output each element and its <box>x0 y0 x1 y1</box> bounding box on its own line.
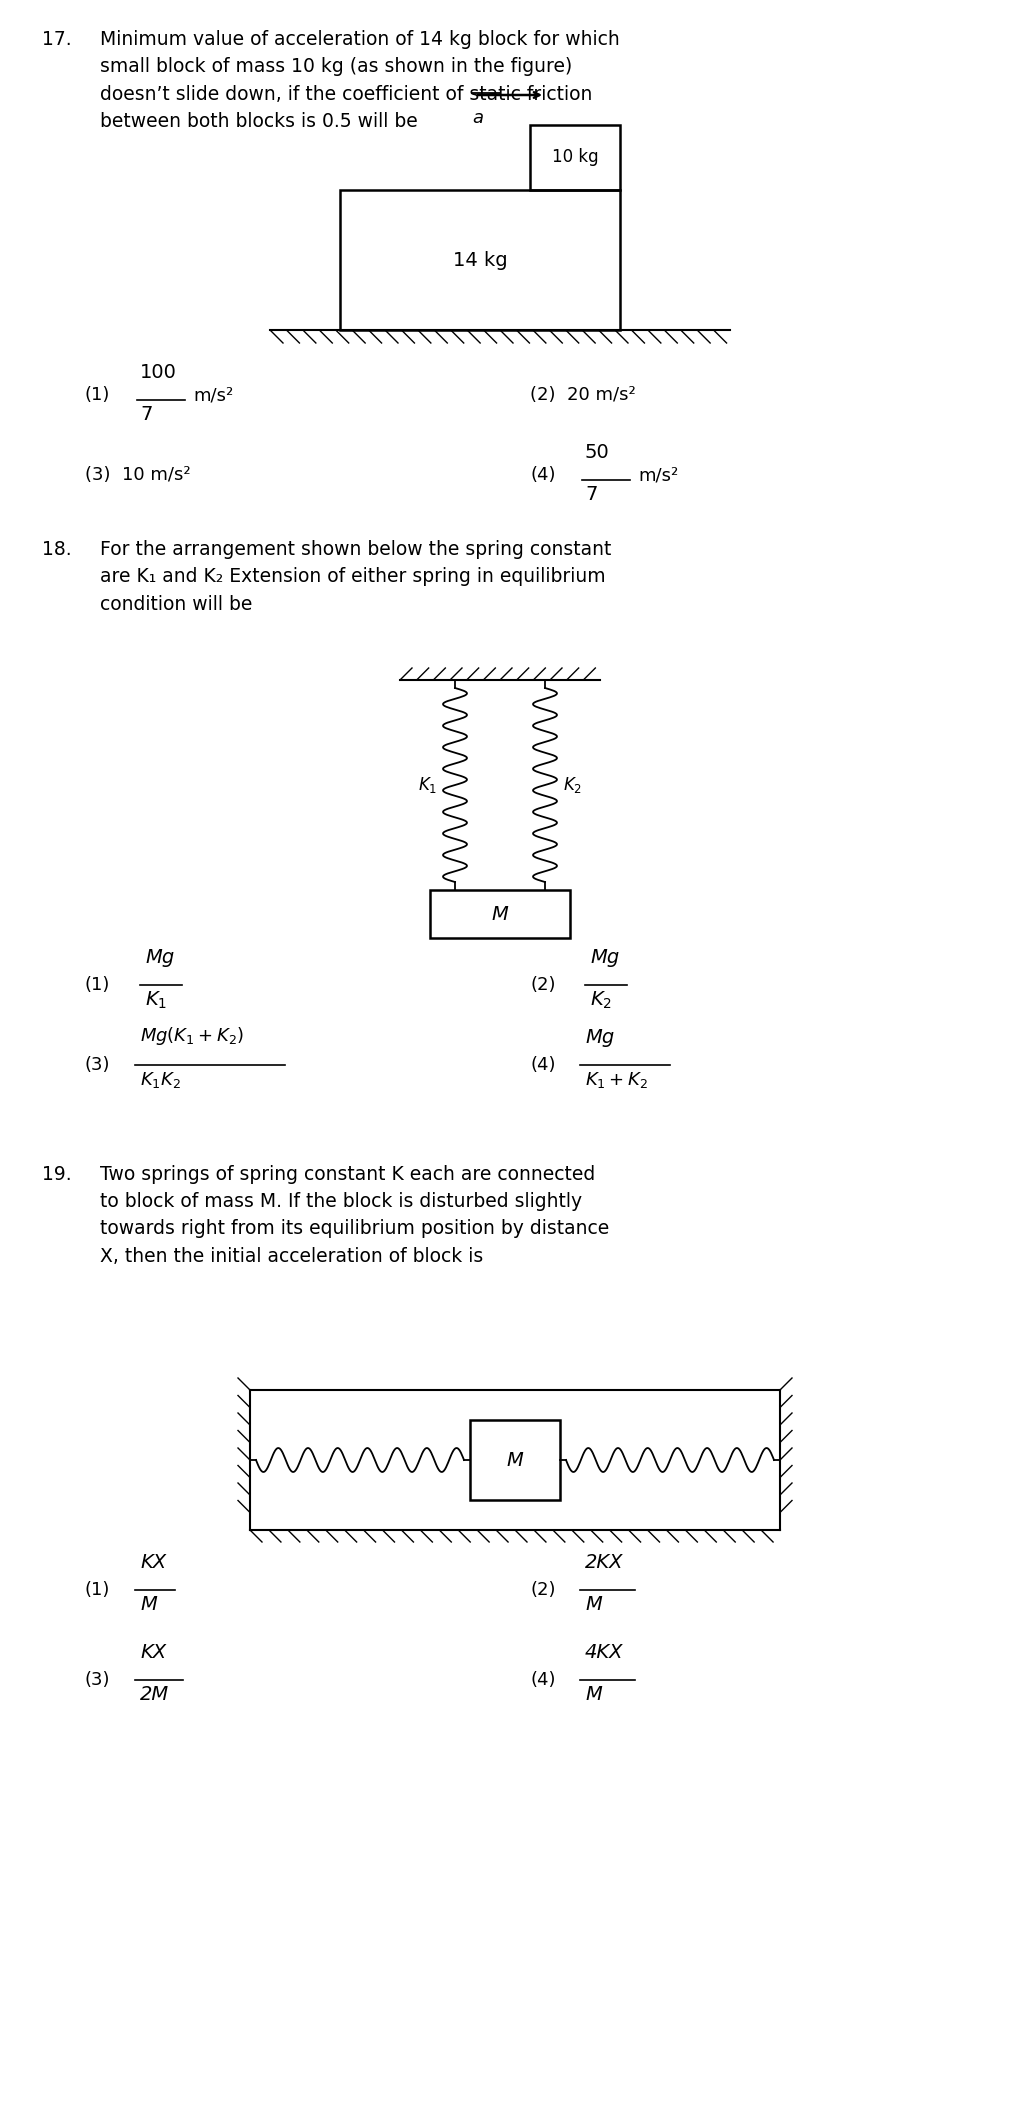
Text: M: M <box>492 904 509 923</box>
Text: m/s²: m/s² <box>638 467 678 484</box>
Text: $K_1 + K_2$: $K_1 + K_2$ <box>585 1071 648 1090</box>
Text: 19.: 19. <box>42 1166 72 1185</box>
Text: Mg: Mg <box>590 948 620 967</box>
Text: 100: 100 <box>140 363 177 382</box>
Text: $K_1$: $K_1$ <box>418 775 437 794</box>
Text: (4): (4) <box>530 1056 555 1075</box>
Text: KX: KX <box>140 1552 166 1571</box>
Text: 2M: 2M <box>140 1685 169 1704</box>
Text: (2): (2) <box>530 976 555 995</box>
Text: (4): (4) <box>530 1671 555 1690</box>
Text: 17.: 17. <box>42 30 72 49</box>
Text: Mg: Mg <box>585 1029 614 1048</box>
Text: (1): (1) <box>85 386 111 403</box>
Text: 7: 7 <box>585 486 597 505</box>
Text: KX: KX <box>140 1643 166 1662</box>
Text: (1): (1) <box>85 976 111 995</box>
Text: $K_2$: $K_2$ <box>590 991 612 1012</box>
Text: (2): (2) <box>530 1582 555 1599</box>
Bar <box>340 190 620 329</box>
Text: $K_1 K_2$: $K_1 K_2$ <box>140 1071 181 1090</box>
Text: M: M <box>507 1451 523 1470</box>
Bar <box>430 889 570 938</box>
Text: (3): (3) <box>85 1056 111 1075</box>
Text: For the arrangement shown below the spring constant
are K₁ and K₂ Extension of e: For the arrangement shown below the spri… <box>100 541 611 612</box>
Text: $Mg(K_1 + K_2)$: $Mg(K_1 + K_2)$ <box>140 1024 244 1048</box>
Text: m/s²: m/s² <box>193 386 233 403</box>
Text: $K_2$: $K_2$ <box>563 775 583 794</box>
Text: 18.: 18. <box>42 541 72 560</box>
Text: Mg: Mg <box>145 948 174 967</box>
Text: $K_1$: $K_1$ <box>145 991 167 1012</box>
Text: (1): (1) <box>85 1582 111 1599</box>
Bar <box>470 1419 560 1500</box>
Text: a: a <box>472 110 483 127</box>
Bar <box>530 125 620 190</box>
Text: 2KX: 2KX <box>585 1552 624 1571</box>
Text: M: M <box>585 1685 602 1704</box>
Text: 14 kg: 14 kg <box>453 251 507 270</box>
Text: (4): (4) <box>530 467 555 484</box>
Text: 10 kg: 10 kg <box>552 148 598 167</box>
Text: Two springs of spring constant K each are connected
to block of mass M. If the b: Two springs of spring constant K each ar… <box>100 1166 609 1265</box>
Text: (2)  20 m/s²: (2) 20 m/s² <box>530 386 636 403</box>
Text: 4KX: 4KX <box>585 1643 624 1662</box>
Text: 50: 50 <box>585 444 609 463</box>
Text: Minimum value of acceleration of 14 kg block for which
small block of mass 10 kg: Minimum value of acceleration of 14 kg b… <box>100 30 620 131</box>
Text: M: M <box>140 1595 157 1614</box>
Text: (3)  10 m/s²: (3) 10 m/s² <box>85 467 190 484</box>
Text: 7: 7 <box>140 406 153 425</box>
Text: (3): (3) <box>85 1671 111 1690</box>
Text: M: M <box>585 1595 602 1614</box>
